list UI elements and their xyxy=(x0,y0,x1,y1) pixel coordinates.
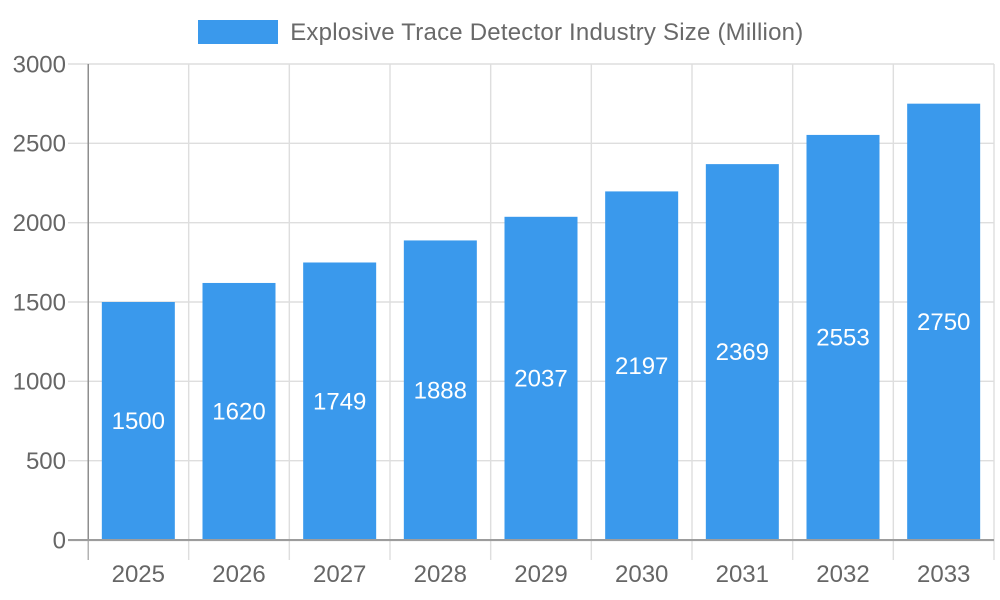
svg-text:500: 500 xyxy=(26,448,66,475)
svg-text:2553: 2553 xyxy=(816,325,869,352)
svg-text:2369: 2369 xyxy=(716,339,769,366)
svg-text:2027: 2027 xyxy=(313,561,366,588)
svg-text:2030: 2030 xyxy=(615,561,668,588)
svg-text:2000: 2000 xyxy=(13,210,66,237)
svg-text:2031: 2031 xyxy=(716,561,769,588)
svg-text:2028: 2028 xyxy=(414,561,467,588)
svg-text:1888: 1888 xyxy=(414,377,467,404)
svg-text:1500: 1500 xyxy=(13,289,66,316)
svg-text:1000: 1000 xyxy=(13,369,66,396)
svg-text:2032: 2032 xyxy=(816,561,869,588)
svg-text:2037: 2037 xyxy=(514,366,567,393)
svg-text:3000: 3000 xyxy=(13,51,66,78)
svg-text:Explosive Trace Detector Indus: Explosive Trace Detector Industry Size (… xyxy=(290,19,803,46)
svg-text:2500: 2500 xyxy=(13,131,66,158)
svg-text:2025: 2025 xyxy=(112,561,165,588)
svg-text:2033: 2033 xyxy=(917,561,970,588)
svg-text:2026: 2026 xyxy=(212,561,265,588)
svg-text:1500: 1500 xyxy=(112,408,165,435)
svg-text:1620: 1620 xyxy=(212,399,265,426)
svg-text:1749: 1749 xyxy=(313,388,366,415)
svg-text:2197: 2197 xyxy=(615,353,668,380)
svg-text:0: 0 xyxy=(53,527,66,554)
svg-text:2750: 2750 xyxy=(917,309,970,336)
svg-text:2029: 2029 xyxy=(514,561,567,588)
